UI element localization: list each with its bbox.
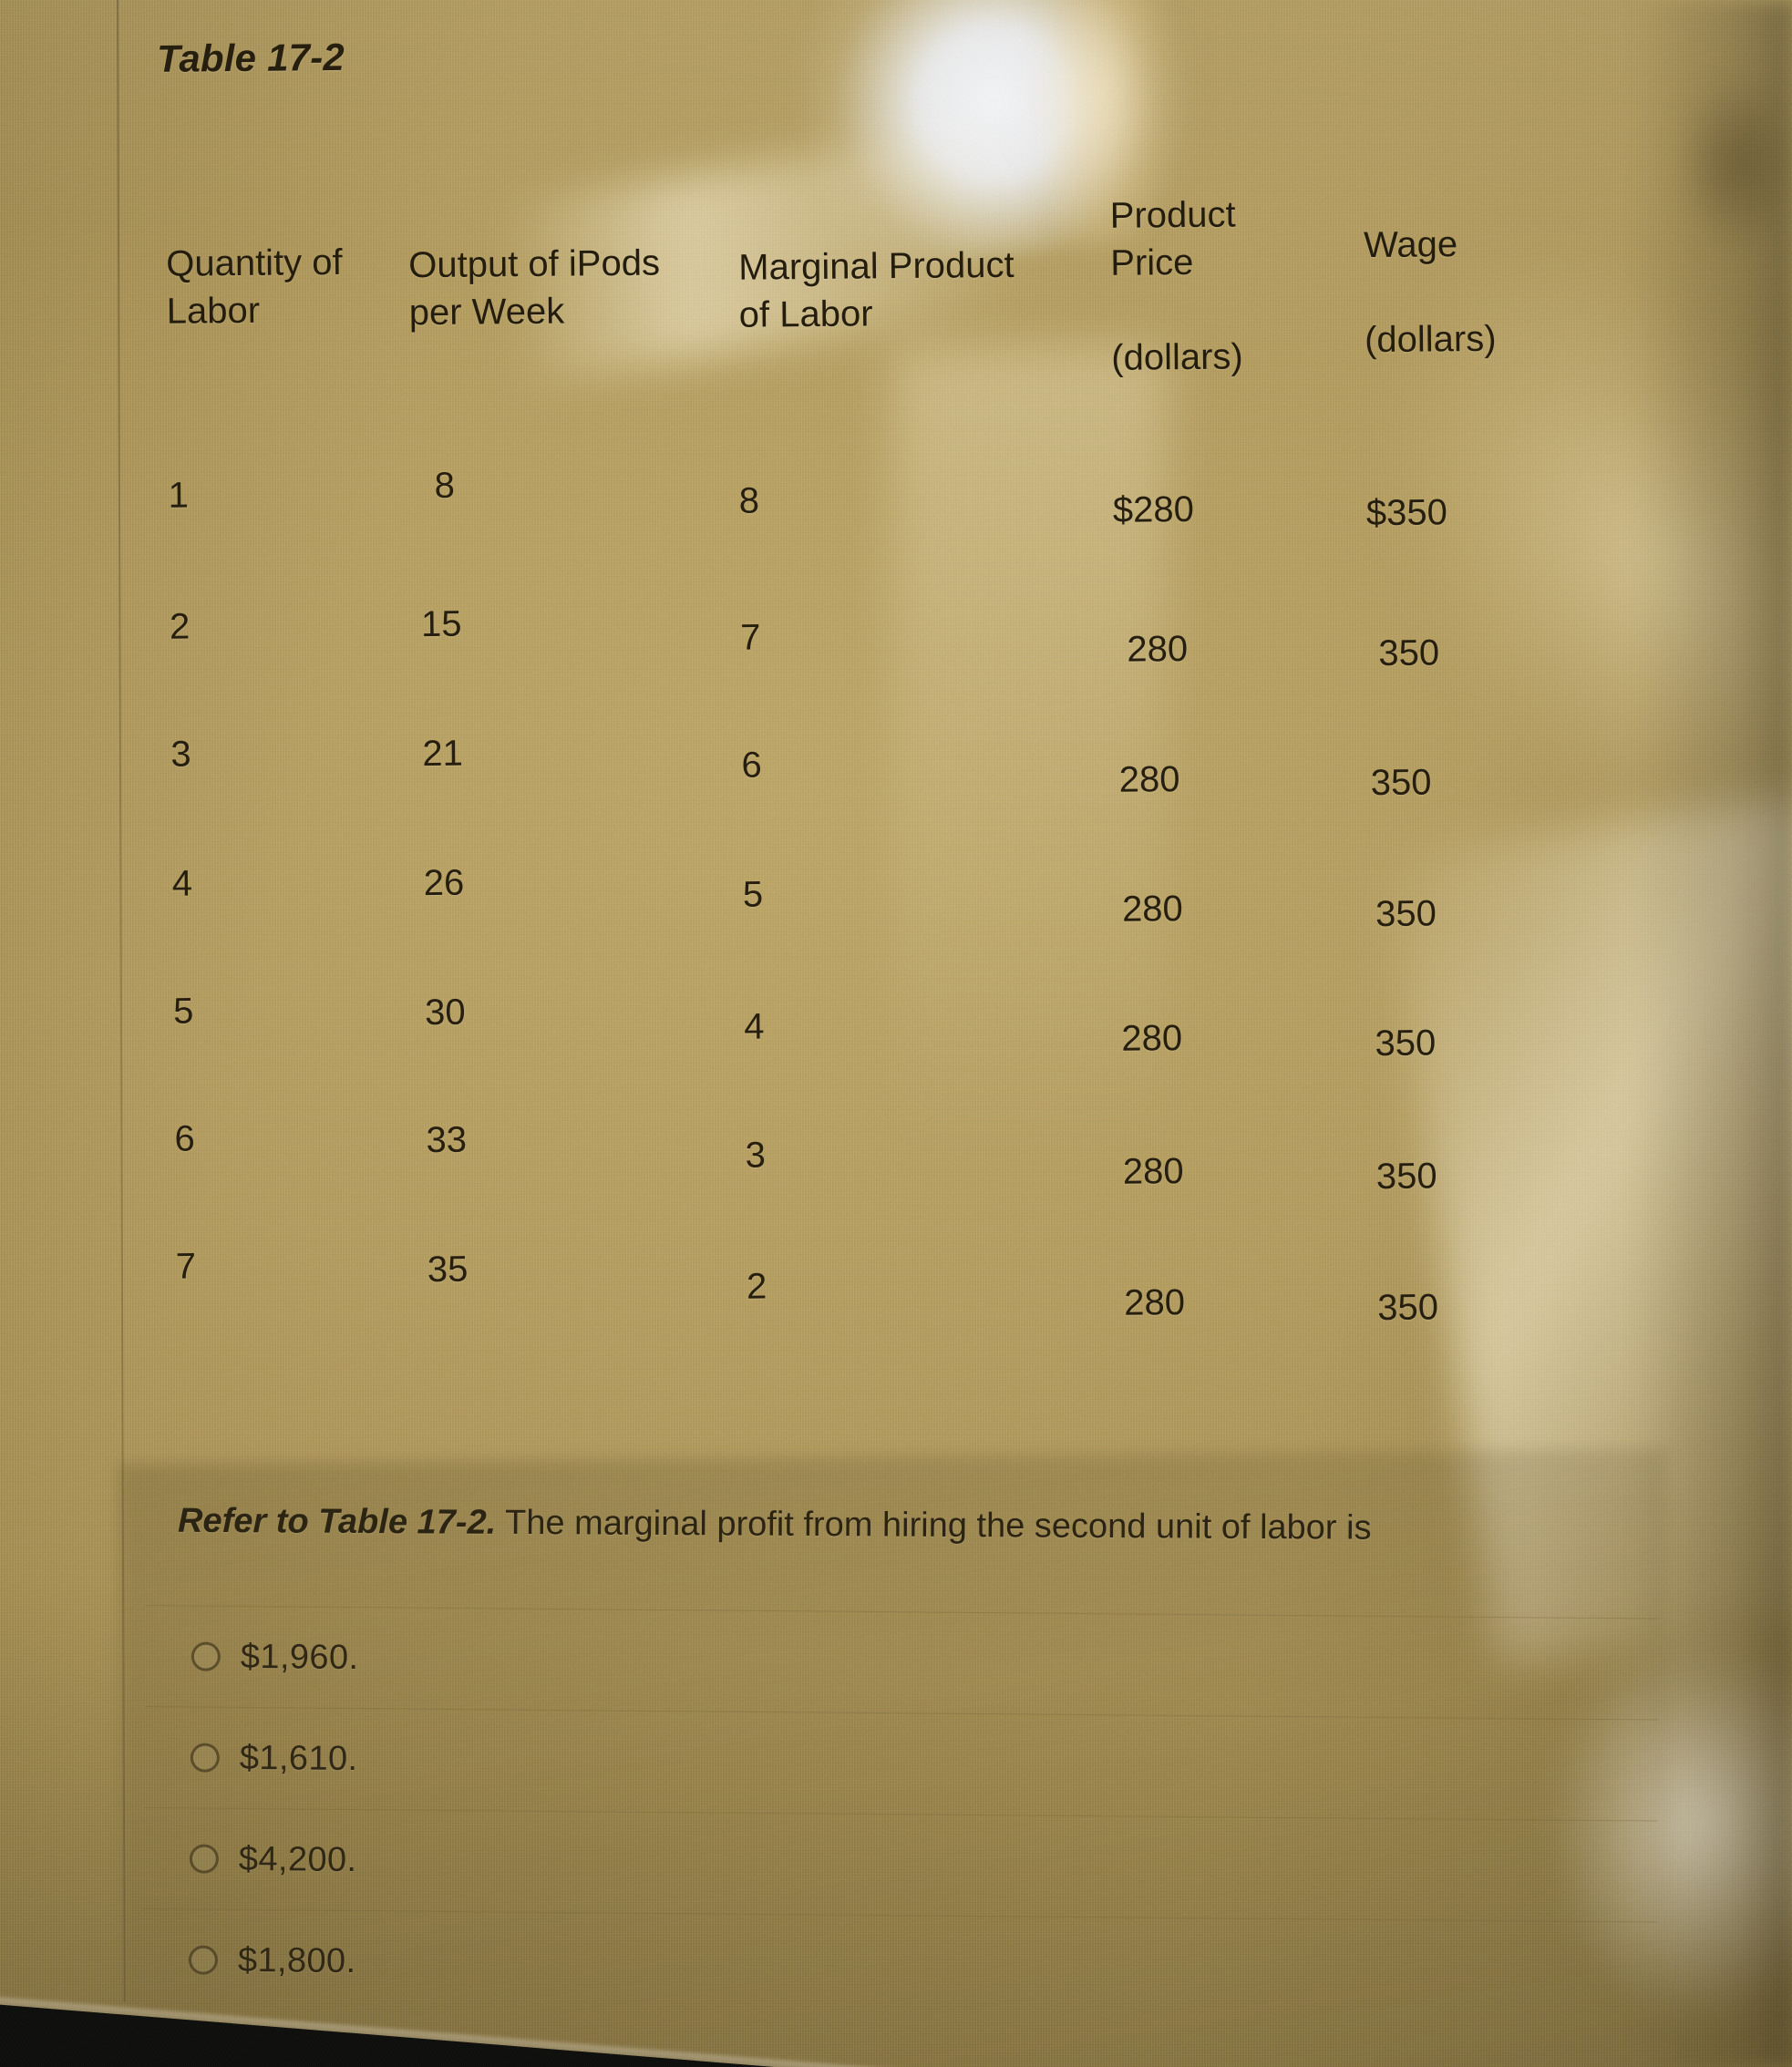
cell-mpl: 2 (746, 1266, 767, 1307)
cell-output: 30 (424, 992, 466, 1034)
answer-options-list: $1,960. $1,610. $4,200. $1,800. (142, 1605, 1660, 2023)
cell-quantity: 5 (172, 991, 194, 1032)
glare-reflection-top-warm (1012, 0, 1194, 246)
cell-wage: 350 (1375, 1023, 1437, 1064)
cell-quantity: 7 (175, 1246, 197, 1287)
cell-price: $280 (1112, 488, 1195, 530)
cell-mpl: 5 (742, 874, 764, 915)
cell-price: 280 (1118, 759, 1180, 800)
question-text: Refer to Table 17-2. The marginal profit… (178, 1498, 1600, 1553)
left-margin-rule (116, 0, 126, 2002)
radio-button-icon[interactable] (189, 1844, 220, 1874)
answer-option-label: $1,960. (240, 1637, 359, 1677)
page-title: Table 17-2 (156, 35, 345, 80)
cell-price: 280 (1127, 629, 1189, 670)
table-header-marginal-product: Marginal Product of Labor (738, 244, 1014, 335)
cell-wage: 350 (1378, 632, 1440, 674)
glare-reflection-bottom-right (1550, 1622, 1792, 2023)
cell-price: 280 (1124, 1282, 1186, 1323)
cell-quantity: 6 (174, 1118, 195, 1159)
cell-wage: 350 (1370, 762, 1432, 804)
cell-mpl: 4 (744, 1006, 765, 1047)
cell-wage: 350 (1377, 1287, 1439, 1329)
cell-price: 280 (1122, 1151, 1184, 1192)
cell-output: 21 (422, 733, 464, 775)
table-header-quantity-of-labor: Quantity of Labor (166, 242, 343, 332)
question-reference: Refer to Table 17-2. (177, 1501, 497, 1542)
radio-button-icon[interactable] (188, 1945, 219, 1975)
cell-output: 35 (427, 1249, 469, 1291)
answer-option-1[interactable]: $1,960. (145, 1605, 1660, 1720)
cell-mpl: 8 (738, 480, 760, 521)
shadow-blob-top-right (1677, 73, 1792, 255)
table-header-output-per-week: Output of iPods per Week (408, 242, 661, 334)
cell-wage: $350 (1365, 492, 1448, 534)
cell-mpl: 7 (739, 617, 761, 658)
radio-button-icon[interactable] (191, 1641, 221, 1671)
cell-wage: 350 (1375, 893, 1437, 935)
radio-button-icon[interactable] (190, 1743, 221, 1773)
edge-shadow-right (1632, 0, 1792, 2067)
answer-option-label: $1,610. (239, 1738, 358, 1778)
answer-option-4[interactable]: $1,800. (142, 1908, 1657, 2023)
cell-quantity: 4 (171, 863, 193, 904)
table-header-product-price: Product Price (dollars) (1109, 194, 1243, 378)
cell-quantity: 3 (170, 734, 191, 775)
glare-vertical-band (893, 346, 1167, 1167)
cell-price: 280 (1121, 1018, 1183, 1059)
answer-option-3[interactable]: $4,200. (143, 1807, 1658, 1922)
cell-price: 280 (1121, 889, 1184, 930)
cell-output: 33 (426, 1119, 468, 1161)
cell-quantity: 2 (169, 606, 191, 647)
cell-output: 26 (423, 862, 465, 904)
cell-output: 15 (420, 603, 462, 645)
table-header-wage: Wage (dollars) (1363, 224, 1497, 361)
cell-output: 8 (434, 465, 456, 506)
cell-mpl: 6 (741, 745, 762, 786)
question-prompt: The marginal profit from hiring the seco… (496, 1503, 1372, 1548)
cell-mpl: 3 (745, 1135, 767, 1176)
cell-wage: 350 (1375, 1156, 1437, 1198)
answer-option-label: $1,800. (237, 1940, 356, 1980)
answer-option-2[interactable]: $1,610. (144, 1706, 1659, 1821)
answer-option-label: $4,200. (238, 1839, 357, 1879)
cell-quantity: 1 (168, 475, 190, 516)
